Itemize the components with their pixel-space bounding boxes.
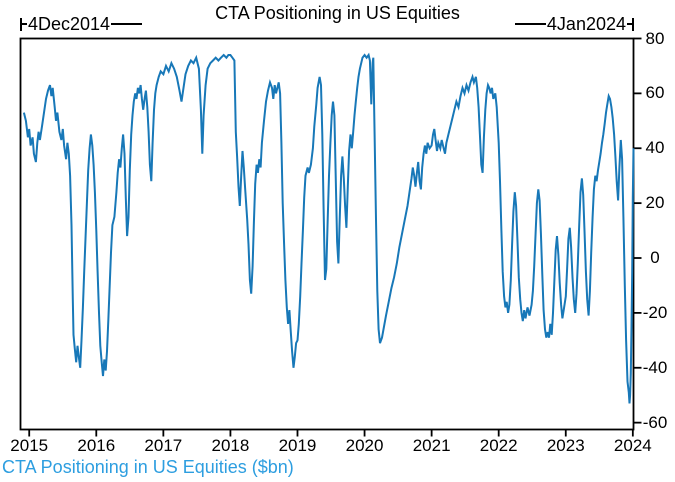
end-date-annotation: 4Jan2024 <box>514 14 634 34</box>
x-tick-label: 2020 <box>345 436 384 455</box>
end-bracket-tick <box>632 17 634 31</box>
x-tick-label: 2022 <box>479 436 518 455</box>
y-tick-label: -20 <box>642 302 668 322</box>
y-tick-label: 40 <box>645 138 665 158</box>
y-tick-label: -60 <box>642 412 668 432</box>
x-axis-tick-marks <box>28 429 634 437</box>
x-tick-label: 2023 <box>546 436 585 455</box>
cta-positioning-line <box>22 52 635 404</box>
start-bracket-line-long <box>111 23 143 25</box>
x-tick-label: 2016 <box>77 436 116 455</box>
end-bracket-line-long <box>514 23 546 25</box>
x-tick-label: 2021 <box>412 436 451 455</box>
y-tick-label: 60 <box>645 83 665 103</box>
start-bracket-line <box>22 23 27 25</box>
y-axis-tick-marks <box>633 37 642 424</box>
chart-caption: CTA Positioning in US Equities ($bn) <box>2 457 294 477</box>
x-tick-label: 2018 <box>211 436 250 455</box>
end-date-label: 4Jan2024 <box>546 14 626 34</box>
y-tick-label: 20 <box>645 193 665 213</box>
chart-title: CTA Positioning in US Equities <box>215 3 460 23</box>
x-tick-label: 2019 <box>278 436 317 455</box>
x-tick-label: 2015 <box>10 436 49 455</box>
start-date-annotation: 4Dec2014 <box>20 14 143 34</box>
end-bracket-line <box>627 23 632 25</box>
y-tick-label: 0 <box>650 248 660 267</box>
start-date-label: 4Dec2014 <box>28 14 111 34</box>
x-tick-label: 2024 <box>613 436 652 455</box>
y-tick-label: -40 <box>642 357 668 377</box>
y-tick-label: 80 <box>645 28 665 48</box>
x-tick-label: 2017 <box>144 436 183 455</box>
start-bracket-tick <box>20 17 22 31</box>
